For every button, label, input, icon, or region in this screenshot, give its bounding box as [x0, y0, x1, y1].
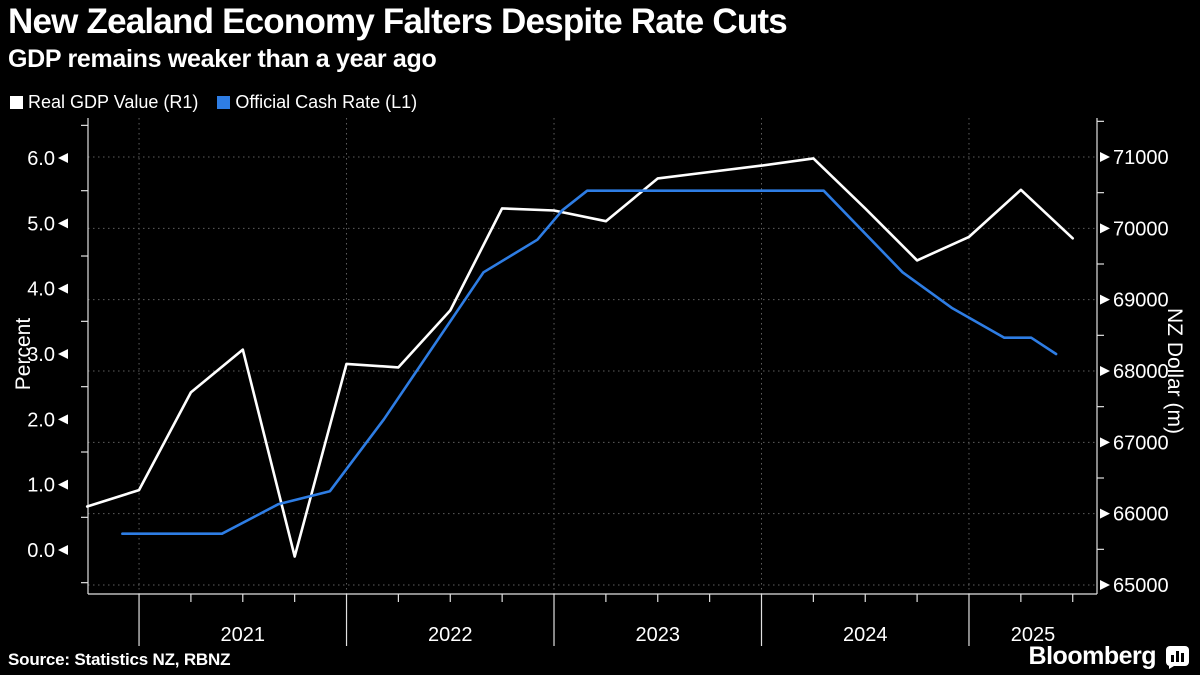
right-tick-triangle-icon: [1100, 294, 1110, 305]
right-tick-label: 69000: [1113, 290, 1169, 312]
left-tick-triangle-icon: [58, 283, 68, 294]
left-tick-triangle-icon: [58, 349, 68, 360]
right-tick-label: 71000: [1113, 147, 1169, 169]
year-label: 2023: [636, 624, 681, 646]
left-tick-triangle-icon: [58, 414, 68, 425]
bloomberg-logo: Bloomberg: [1029, 642, 1190, 671]
left-tick-triangle-icon: [58, 479, 68, 490]
legend-label-gdp: Real GDP Value (R1): [28, 92, 199, 112]
chart-title: New Zealand Economy Falters Despite Rate…: [8, 2, 788, 41]
right-tick-triangle-icon: [1100, 152, 1110, 163]
year-label: 2025: [1011, 624, 1056, 646]
bloomberg-wordmark: Bloomberg: [1028, 642, 1157, 670]
year-label: 2022: [428, 624, 473, 646]
ocr-line: [121, 189, 1058, 536]
right-tick-label: 68000: [1113, 361, 1169, 383]
right-tick-label: 66000: [1113, 504, 1169, 526]
right-axis-title: NZ Dollar (m): [1163, 308, 1186, 434]
left-tick-label: 3.0: [27, 344, 55, 366]
ocr-legend-swatch-icon: [217, 96, 231, 109]
left-tick-label: 5.0: [27, 213, 55, 235]
source-note: Source: Statistics NZ, RBNZ: [8, 650, 231, 669]
left-axis-title: Percent: [12, 318, 35, 391]
left-tick-label: 6.0: [27, 148, 55, 170]
year-label: 2021: [221, 624, 266, 646]
legend: Real GDP Value (R1) Official Cash Rate (…: [10, 92, 417, 113]
right-tick-label: 67000: [1113, 432, 1169, 454]
right-tick-triangle-icon: [1100, 366, 1110, 377]
gdp-line: [85, 157, 1074, 558]
year-label: 2024: [843, 624, 888, 646]
legend-item-ocr: Official Cash Rate (L1): [217, 92, 417, 113]
right-tick-triangle-icon: [1100, 223, 1110, 234]
bloomberg-terminal-icon: [1166, 645, 1189, 669]
right-tick-triangle-icon: [1100, 580, 1110, 590]
left-tick-triangle-icon: [58, 545, 68, 555]
right-tick-label: 70000: [1113, 218, 1169, 240]
left-tick-label: 0.0: [27, 540, 55, 562]
left-tick-label: 1.0: [27, 475, 55, 497]
gdp-legend-swatch-icon: [10, 96, 23, 109]
left-tick-label: 4.0: [27, 279, 55, 301]
right-tick-label: 65000: [1113, 575, 1169, 597]
legend-item-gdp: Real GDP Value (R1): [10, 92, 198, 113]
left-tick-label: 2.0: [27, 409, 55, 431]
chart-subtitle: GDP remains weaker than a year ago: [8, 45, 437, 73]
left-tick-triangle-icon: [58, 218, 68, 229]
right-tick-triangle-icon: [1100, 437, 1110, 448]
legend-label-ocr: Official Cash Rate (L1): [235, 92, 418, 112]
left-tick-triangle-icon: [58, 153, 68, 164]
right-tick-triangle-icon: [1100, 508, 1110, 519]
